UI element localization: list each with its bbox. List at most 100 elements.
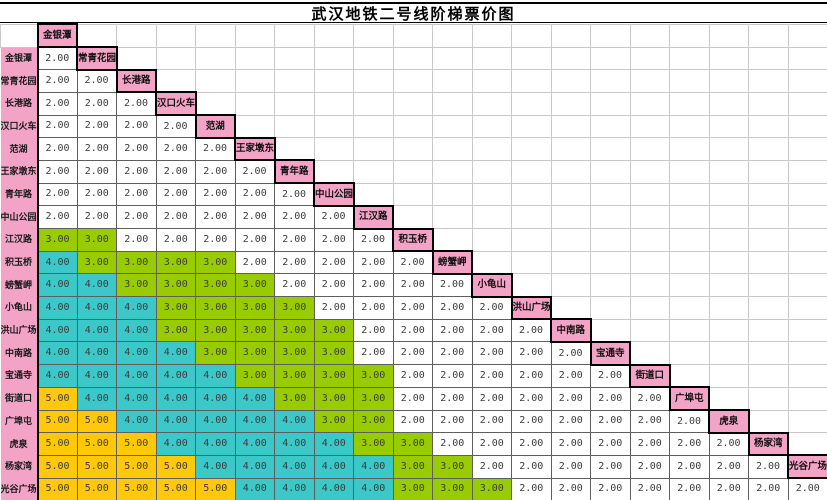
empty-cell: [669, 296, 710, 320]
empty-cell: [629, 228, 670, 252]
row-station-label: 积玉桥: [0, 251, 38, 274]
empty-cell: [432, 69, 473, 93]
fare-cell: 4.00: [353, 454, 394, 479]
fare-cell: 2.00: [155, 114, 196, 139]
empty-cell: [590, 205, 631, 229]
empty-cell: [116, 46, 157, 71]
empty-cell: [550, 23, 591, 48]
fare-cell: 5.00: [76, 432, 117, 456]
fare-cell: 4.00: [353, 477, 394, 500]
row-station-label: 常青花园: [0, 69, 38, 93]
fare-cell: 2.00: [471, 454, 512, 479]
empty-cell: [590, 318, 631, 343]
fare-cell: 2.00: [669, 477, 710, 500]
table-row: 范湖 2.00 2.00 2.00 2.00 2.00 王家墩东: [0, 136, 827, 162]
empty-cell: [511, 91, 552, 116]
empty-cell: [629, 114, 670, 139]
fare-cell: 2.00: [36, 91, 78, 116]
empty-cell: [629, 46, 670, 71]
fare-cell: 2.00: [195, 228, 236, 252]
row-station-label: 螃蟹岬: [0, 273, 38, 297]
fare-cell: 3.00: [353, 432, 394, 456]
fare-cell: 2.00: [274, 182, 315, 207]
fare-cell: 2.00: [471, 318, 512, 343]
fare-cell: 4.00: [36, 250, 78, 275]
fare-cell: 5.00: [36, 432, 78, 456]
fare-cell: 3.00: [234, 296, 275, 320]
table-row: 宝通寺 4.00 4.00 4.00 4.00 4.00 3.00 3.00 3.00 3.00 2…: [0, 363, 827, 389]
fare-cell: 2.00: [234, 182, 275, 207]
fare-cell: 5.00: [195, 477, 236, 500]
empty-cell: [392, 137, 433, 161]
fare-cell: 3.00: [353, 409, 394, 434]
fare-cell: 4.00: [195, 409, 236, 434]
empty-cell: [669, 182, 710, 207]
fare-cell: 2.00: [76, 91, 117, 116]
empty-cell: [708, 341, 749, 366]
row-station-label: 虎泉: [0, 432, 38, 456]
empty-cell: [234, 23, 275, 48]
table-row: 青年路 2.00 2.00 2.00 2.00 2.00 2.00 2.00 中山公园: [0, 182, 827, 207]
fare-cell: 3.00: [155, 296, 196, 320]
empty-cell: [471, 228, 512, 252]
empty-cell: [787, 137, 827, 161]
empty-cell: [392, 159, 433, 184]
fare-cell: 2.00: [787, 477, 827, 500]
fare-cell: 2.00: [550, 386, 591, 411]
empty-cell: [669, 364, 710, 388]
empty-cell: [590, 69, 631, 93]
row-station-label: 中南路: [0, 341, 38, 365]
fare-cell: 4.00: [313, 477, 354, 500]
empty-cell: [313, 114, 354, 139]
fare-cell: 2.00: [392, 273, 433, 298]
empty-cell: [787, 159, 827, 184]
empty-cell: [471, 205, 512, 229]
empty-cell: [511, 23, 552, 48]
diagonal-station-cell: 王家墩东: [234, 136, 276, 162]
table-row: 光谷广场 5.00 5.00 5.00 5.00 5.00 4.00 4.00 4.00 4.00…: [0, 477, 827, 500]
fare-cell: 5.00: [155, 477, 196, 500]
empty-cell: [669, 159, 710, 184]
empty-cell: [511, 250, 552, 275]
row-station-label: 江汉路: [0, 228, 38, 252]
empty-cell: [550, 205, 591, 229]
fare-cell: 3.00: [392, 477, 433, 500]
empty-cell: [550, 182, 591, 207]
fare-cell: 2.00: [550, 454, 591, 479]
empty-cell: [708, 205, 749, 229]
fare-cell: 4.00: [155, 409, 196, 434]
fare-cell: 3.00: [392, 454, 433, 479]
empty-cell: [629, 182, 670, 207]
fare-cell: 2.00: [313, 205, 354, 229]
corner-cell: [0, 23, 38, 48]
fare-cell: 2.00: [432, 273, 473, 298]
empty-cell: [471, 46, 512, 71]
empty-cell: [550, 250, 591, 275]
fare-cell: 2.00: [234, 205, 275, 229]
empty-cell: [787, 296, 827, 320]
empty-cell: [787, 114, 827, 139]
empty-cell: [550, 91, 591, 116]
fare-cell: 3.00: [313, 409, 354, 434]
table-row: 杨家湾 5.00 5.00 5.00 5.00 4.00 4.00 4.00 4.00 4.00 3…: [0, 454, 827, 480]
fare-cell: 2.00: [36, 137, 78, 161]
empty-cell: [748, 296, 789, 320]
empty-cell: [787, 182, 827, 207]
empty-cell: [511, 273, 552, 298]
fare-cell: 5.00: [36, 409, 78, 434]
empty-cell: [669, 205, 710, 229]
empty-cell: [669, 250, 710, 275]
fare-cell: 2.00: [36, 69, 78, 93]
row-station-label: 长港路: [0, 92, 38, 116]
empty-cell: [787, 46, 827, 71]
fare-cell: 2.00: [550, 341, 591, 366]
fare-cell: 3.00: [234, 341, 275, 366]
empty-cell: [392, 182, 433, 207]
fare-cell: 2.00: [471, 432, 512, 456]
fare-cell: 4.00: [155, 386, 196, 411]
empty-cell: [590, 91, 631, 116]
empty-cell: [669, 69, 710, 93]
empty-cell: [787, 250, 827, 275]
empty-cell: [234, 114, 275, 139]
empty-cell: [274, 46, 315, 71]
